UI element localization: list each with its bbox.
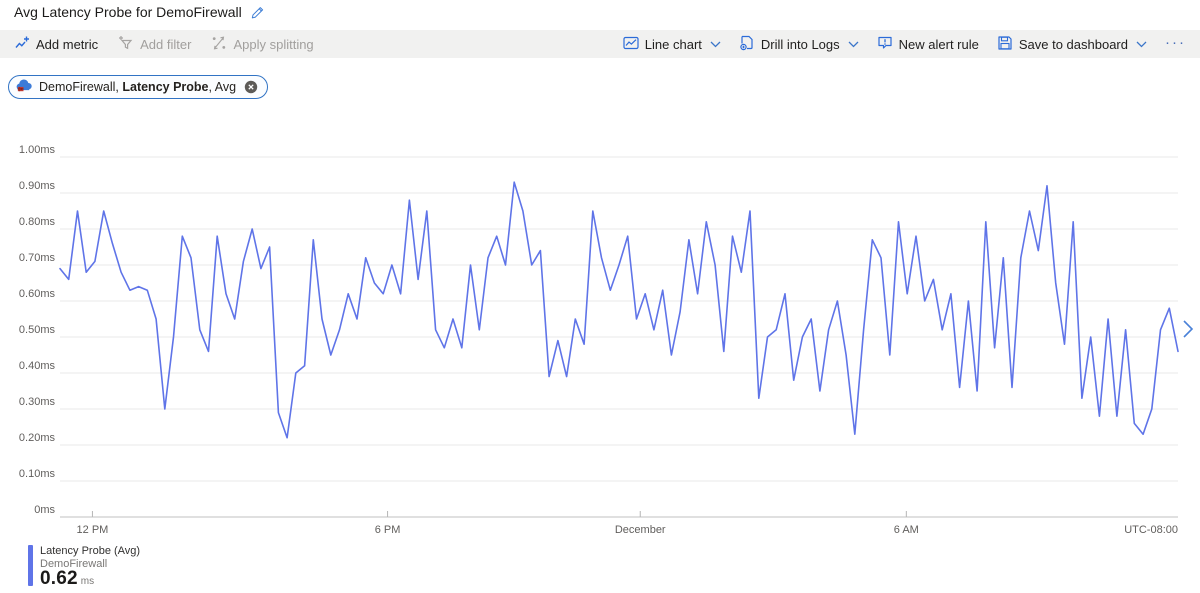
chart-toolbar: Add metric Add filter Apply splitting <box>0 30 1200 58</box>
x-axis-timezone-label: UTC-08:00 <box>1124 524 1178 536</box>
scroll-right-chevron-icon[interactable] <box>1182 319 1194 344</box>
apply-splitting-icon <box>211 35 227 54</box>
y-axis-tick-label: 0.80ms <box>18 216 55 228</box>
line-chart-icon <box>623 35 639 54</box>
y-axis-tick-label: 0.30ms <box>18 396 55 408</box>
legend-text: Latency Probe (Avg) DemoFirewall 0.62 ms <box>40 545 140 588</box>
save-to-dashboard-label: Save to dashboard <box>1018 36 1128 52</box>
y-axis-tick-label: 1.00ms <box>18 144 55 156</box>
legend-color-bar <box>28 545 33 586</box>
add-filter-icon <box>118 35 134 54</box>
page-title: Avg Latency Probe for DemoFirewall <box>14 4 242 20</box>
legend-series-name: Latency Probe (Avg) <box>40 545 141 557</box>
add-filter-label: Add filter <box>140 36 192 52</box>
metric-pill-aggregation: , Avg <box>208 80 237 94</box>
legend-unit: ms <box>80 576 95 587</box>
more-commands-button[interactable]: ··· <box>1165 33 1186 51</box>
legend-value: 0.62 <box>40 568 78 589</box>
new-alert-rule-label: New alert rule <box>898 36 979 52</box>
drill-into-logs-icon <box>739 35 755 54</box>
y-axis-tick-label: 0.10ms <box>18 468 55 480</box>
save-to-dashboard-dropdown[interactable]: Save to dashboard <box>997 35 1147 54</box>
remove-metric-icon[interactable] <box>244 80 258 94</box>
y-axis-tick-label: 0.60ms <box>18 288 55 300</box>
y-axis-tick-label: 0ms <box>34 504 55 516</box>
metric-pill-label: DemoFirewall, Latency Probe, Avg <box>39 80 236 94</box>
metric-pill-metric: Latency Probe <box>122 80 209 94</box>
add-metric-icon <box>14 35 30 54</box>
add-metric-label: Add metric <box>36 36 99 52</box>
y-axis-tick-label: 0.70ms <box>18 252 55 264</box>
firewall-resource-icon <box>16 79 33 95</box>
add-filter-button: Add filter <box>118 35 191 54</box>
metric-pill-row: DemoFirewall, Latency Probe, Avg <box>8 75 269 99</box>
legend-value-row: 0.62 ms <box>40 568 140 589</box>
metric-pill[interactable]: DemoFirewall, Latency Probe, Avg <box>8 75 269 99</box>
toolbar-left-group: Add metric Add filter Apply splitting <box>14 35 314 54</box>
x-axis-tick-label: 12 PM <box>76 524 109 536</box>
toolbar-right-group: Line chart Drill into Logs <box>623 34 1186 55</box>
y-axis-tick-label: 0.20ms <box>18 432 55 444</box>
drill-into-logs-label: Drill into Logs <box>760 36 840 52</box>
metric-pill-resource: DemoFirewall, <box>39 80 123 94</box>
chevron-down-icon <box>848 41 859 48</box>
chevron-down-icon <box>1136 41 1147 48</box>
chart-title-row: Avg Latency Probe for DemoFirewall <box>14 4 265 20</box>
chevron-down-icon <box>710 41 721 48</box>
line-chart-dropdown[interactable]: Line chart <box>623 35 721 54</box>
add-metric-button[interactable]: Add metric <box>14 35 98 54</box>
y-axis-tick-label: 0.90ms <box>18 180 55 192</box>
x-axis-tick-label: 6 PM <box>374 524 401 536</box>
line-chart-label: Line chart <box>644 36 702 52</box>
apply-splitting-button: Apply splitting <box>211 35 314 54</box>
x-axis-tick-label: 6 AM <box>893 524 919 536</box>
y-axis-tick-label: 0.50ms <box>18 324 55 336</box>
legend-item-latency-probe[interactable]: Latency Probe (Avg) DemoFirewall 0.62 ms <box>28 545 140 588</box>
drill-into-logs-dropdown[interactable]: Drill into Logs <box>739 35 859 54</box>
new-alert-rule-icon <box>877 35 893 54</box>
edit-title-pencil-icon[interactable] <box>250 5 265 20</box>
apply-splitting-label: Apply splitting <box>233 36 314 52</box>
x-axis-tick-label: December <box>614 524 666 536</box>
y-axis-tick-label: 0.40ms <box>18 360 55 372</box>
legend-resource-name: DemoFirewall <box>40 558 108 570</box>
new-alert-rule-button[interactable]: New alert rule <box>877 35 979 54</box>
save-to-dashboard-icon <box>997 35 1013 54</box>
